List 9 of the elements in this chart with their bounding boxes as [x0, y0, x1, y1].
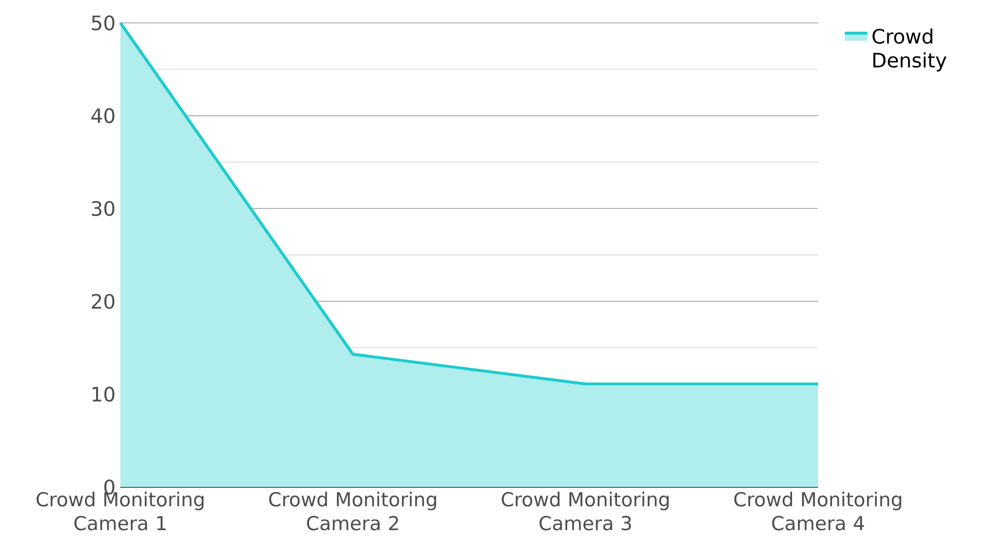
y-tick-label: 30	[92, 201, 114, 216]
y-tick-label: 40	[91, 108, 114, 124]
y-tick-label: 20	[92, 294, 114, 310]
y-tick-label: 50	[92, 16, 114, 31]
x-tick-label: Crowd Monitoring Camera 2	[269, 492, 436, 531]
x-tick-label: Crowd Monitoring Camera 3	[502, 492, 669, 531]
x-tick-label: Crowd Monitoring Camera 4	[734, 492, 902, 531]
y-tick-label: 10	[92, 386, 114, 402]
legend-label: Crowd Density	[872, 28, 946, 72]
